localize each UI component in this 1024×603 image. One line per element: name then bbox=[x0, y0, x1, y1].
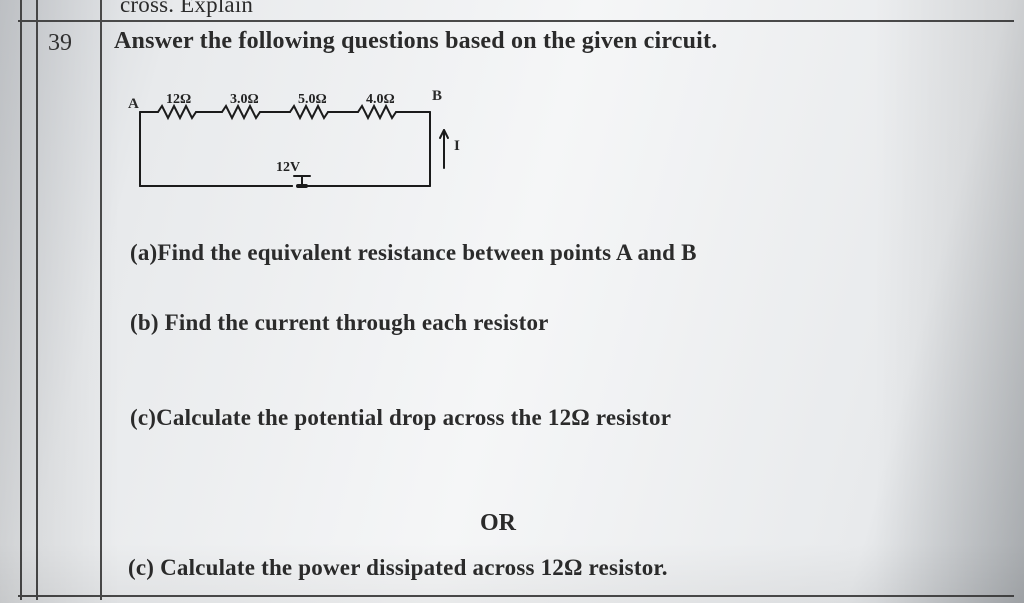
grid-hline-bottom bbox=[18, 595, 1014, 597]
shade-right bbox=[874, 0, 1024, 603]
circuit-diagram: A B 12Ω 3.0Ω 5.0Ω 4.0Ω 12V I bbox=[130, 90, 470, 200]
question-number: 39 bbox=[48, 30, 72, 57]
prev-question-tail: cross. Explain bbox=[120, 0, 253, 18]
grid-vline-3 bbox=[100, 0, 102, 600]
circuit-svg bbox=[130, 90, 470, 200]
part-a: (a)Find the equivalent resistance betwee… bbox=[130, 240, 697, 266]
grid-vline-2 bbox=[36, 0, 38, 600]
grid-hline-top bbox=[18, 20, 1014, 22]
part-c: (c)Calculate the potential drop across t… bbox=[130, 405, 671, 431]
question-prompt: Answer the following questions based on … bbox=[114, 28, 717, 55]
worksheet-page: cross. Explain 39 Answer the following q… bbox=[0, 0, 1024, 603]
part-c-alt: (c) Calculate the power dissipated acros… bbox=[128, 555, 668, 581]
grid-vline-1 bbox=[20, 0, 22, 600]
shade-left bbox=[0, 0, 120, 603]
or-separator: OR bbox=[480, 510, 516, 537]
part-b: (b) Find the current through each resist… bbox=[130, 310, 549, 336]
